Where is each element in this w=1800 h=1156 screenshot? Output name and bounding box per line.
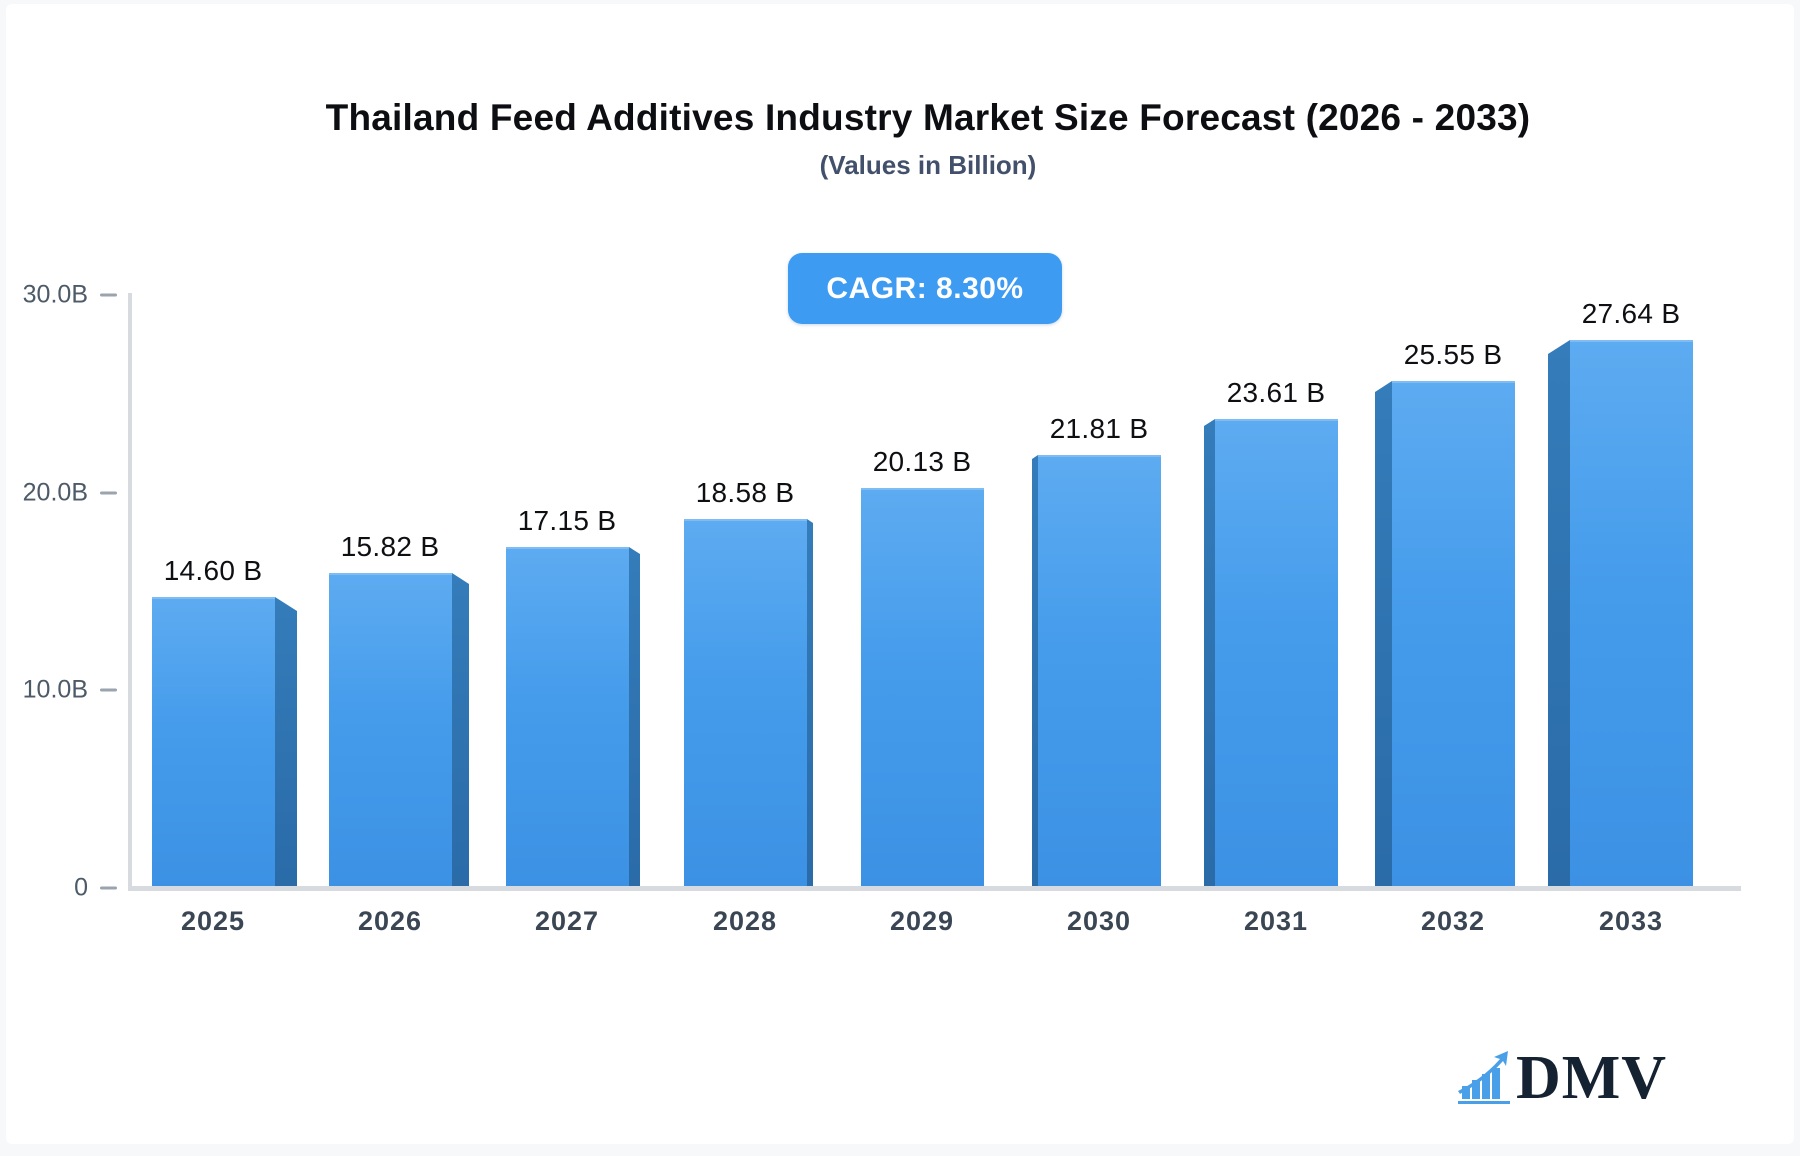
bar-2032	[1392, 381, 1515, 886]
bar-2028	[684, 519, 807, 886]
bar-3d-side-2026	[452, 573, 469, 886]
bar-2033	[1570, 340, 1693, 886]
bar-value-label: 25.55 B	[1403, 339, 1503, 370]
bar-2027	[506, 547, 629, 886]
bar-2025	[152, 597, 275, 886]
y-axis-line	[128, 293, 132, 886]
y-axis-tick-mark	[100, 293, 117, 297]
y-axis-tick-label: 20.0B	[22, 478, 88, 507]
x-axis-label-2030: 2030	[1066, 906, 1132, 936]
chart-title: Thailand Feed Additives Industry Market …	[325, 97, 1531, 138]
x-axis-label-2026: 2026	[357, 906, 423, 936]
y-axis-tick-mark	[100, 886, 117, 890]
bar-value-label: 20.13 B	[872, 446, 972, 477]
bar-3d-side-2028	[807, 519, 813, 886]
y-axis-tick-label: 30.0B	[22, 280, 88, 309]
bar-value-label: 23.61 B	[1226, 377, 1326, 408]
bar-value-label: 14.60 B	[163, 555, 263, 586]
x-axis-label-2032: 2032	[1420, 906, 1486, 936]
y-axis-tick-mark	[100, 491, 117, 495]
x-axis-baseline	[128, 886, 1741, 891]
rising-bar-chart-icon	[1458, 1051, 1510, 1104]
bar-value-label: 17.15 B	[517, 505, 617, 536]
cagr-badge: CAGR: 8.30%	[788, 253, 1062, 324]
bar-value-label: 15.82 B	[340, 531, 440, 562]
bar-2026	[329, 573, 452, 886]
y-axis-tick-mark	[100, 688, 117, 692]
y-axis-tick-label: 10.0B	[22, 675, 88, 704]
x-axis-label-2027: 2027	[534, 906, 600, 936]
bar-3d-side-2030	[1032, 455, 1038, 886]
bar-3d-side-2033	[1548, 340, 1570, 886]
logo-text: DMV	[1516, 1044, 1668, 1112]
chart-subtitle: (Values in Billion)	[819, 150, 1037, 180]
x-axis-label-2031: 2031	[1243, 906, 1309, 936]
bar-2031	[1215, 419, 1338, 886]
bar-2029	[861, 488, 984, 886]
y-axis-tick-label: 0	[74, 873, 88, 902]
bar-value-label: 18.58 B	[695, 477, 795, 508]
dmv-logo: DMV	[1456, 1038, 1668, 1112]
cagr-badge-label: CAGR: 8.30%	[826, 271, 1024, 305]
x-axis-label-2029: 2029	[889, 906, 955, 936]
bar-3d-side-2032	[1375, 381, 1392, 886]
bar-3d-side-2025	[275, 597, 297, 886]
x-axis-label-2025: 2025	[180, 906, 246, 936]
bar-3d-side-2031	[1204, 419, 1215, 886]
x-axis-label-2028: 2028	[712, 906, 778, 936]
bar-value-label: 21.81 B	[1049, 413, 1149, 444]
x-axis-label-2033: 2033	[1598, 906, 1664, 936]
bar-3d-side-2027	[629, 547, 640, 886]
bar-2030	[1038, 455, 1161, 886]
bar-value-label: 27.64 B	[1581, 298, 1681, 329]
